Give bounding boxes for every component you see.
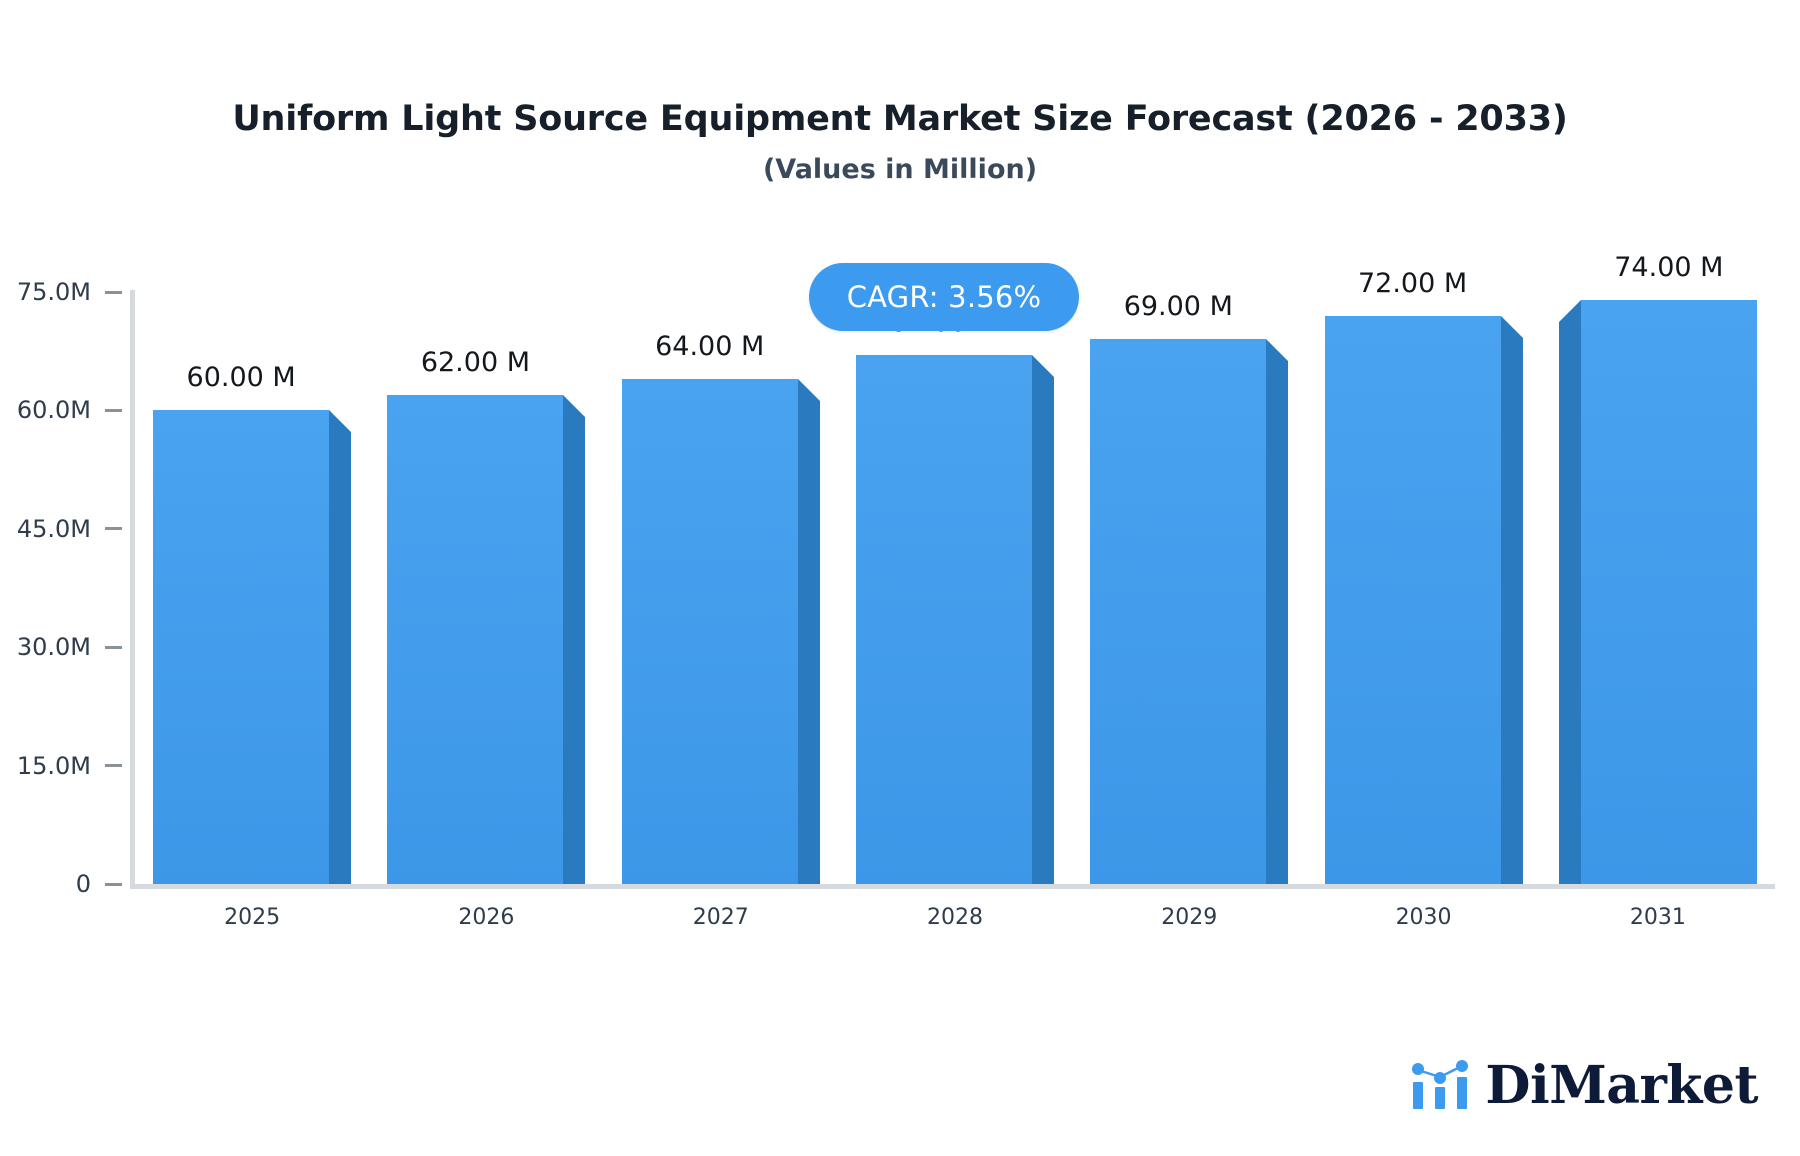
- bar: [153, 410, 330, 884]
- y-axis-spine: [130, 290, 135, 888]
- bar-value-label: 62.00 M: [420, 346, 531, 378]
- brand-logo: DiMarket: [1409, 1058, 1758, 1114]
- x-axis-tick-label: 2028: [927, 905, 983, 930]
- x-axis-spine: [130, 884, 1775, 889]
- y-axis-tick-label: 75.0M: [16, 278, 91, 306]
- bar-side-face: [1032, 377, 1054, 884]
- y-axis-tick-mark: [105, 527, 122, 531]
- x-axis-tick-label: 2031: [1629, 905, 1686, 930]
- bar-top-bevel: [1266, 339, 1289, 362]
- cagr-badge: CAGR: 3.56%: [809, 263, 1079, 331]
- chart-subtitle: (Values in Million): [762, 153, 1038, 185]
- bar-top-bevel: [1500, 315, 1523, 338]
- y-axis-tick: 30.0M: [17, 633, 122, 661]
- bar-top-bevel: [563, 394, 586, 417]
- bar-top-bevel: [329, 410, 352, 433]
- y-axis-tick-mark: [105, 408, 122, 412]
- chart-title: Uniform Light Source Equipment Market Si…: [232, 99, 1568, 139]
- y-axis-tick-label: 15.0M: [16, 751, 91, 780]
- bar-side-face: [797, 400, 820, 884]
- bar-top-bevel: [797, 378, 820, 401]
- bar-side-face: [329, 432, 352, 884]
- bar-value-label: 60.00 M: [186, 362, 296, 394]
- x-axis-tick-label: 2030: [1395, 905, 1452, 930]
- y-axis-tick: 45.0M: [17, 515, 122, 543]
- y-axis-tick: 75.0M: [17, 278, 122, 306]
- bar-chart-logo-icon: [1409, 1058, 1471, 1114]
- brand-name: DiMarket: [1485, 1055, 1758, 1116]
- y-axis-tick-label: 60.0M: [16, 396, 91, 425]
- y-axis-tick-mark: [105, 764, 122, 768]
- bar-side-face: [1500, 337, 1523, 884]
- bar-side-face: [1558, 321, 1581, 884]
- bar-side-face: [1266, 361, 1289, 884]
- y-axis-tick-mark: [105, 645, 122, 649]
- y-axis-tick-mark: [105, 290, 122, 294]
- bar-value-label: 74.00 M: [1614, 251, 1724, 283]
- y-axis-tick-label: 45.0M: [16, 514, 91, 543]
- bar: [1580, 299, 1757, 884]
- y-axis-tick-label: 0: [75, 870, 91, 898]
- bar-value-label: 69.00 M: [1123, 291, 1233, 323]
- bar-top-bevel: [1558, 299, 1581, 322]
- bar: [621, 378, 798, 884]
- x-axis-tick-label: 2026: [458, 905, 515, 930]
- x-axis-tick-label: 2027: [692, 905, 749, 930]
- bar: [856, 355, 1032, 884]
- bar: [1090, 339, 1267, 884]
- y-axis-tick: 15.0M: [17, 752, 122, 780]
- y-axis-tick-label: 30.0M: [16, 633, 91, 662]
- y-axis-tick: 0: [76, 870, 122, 898]
- y-axis-tick: 60.0M: [17, 396, 122, 424]
- bar-side-face: [563, 416, 586, 884]
- chart-header: Uniform Light Source Equipment Market Si…: [0, 100, 1800, 184]
- bar-top-bevel: [1032, 355, 1054, 378]
- y-axis-tick-mark: [105, 882, 122, 886]
- x-axis-tick-label: 2029: [1161, 905, 1218, 930]
- bar: [387, 394, 564, 884]
- bar-value-label: 64.00 M: [655, 330, 765, 362]
- bar-value-label: 72.00 M: [1357, 267, 1468, 299]
- x-axis-tick-label: 2025: [224, 905, 281, 930]
- bar: [1324, 315, 1501, 884]
